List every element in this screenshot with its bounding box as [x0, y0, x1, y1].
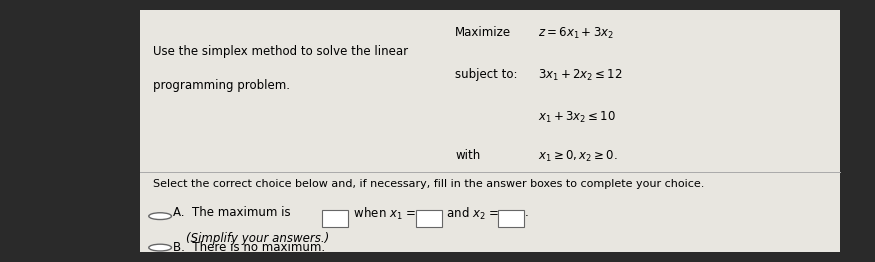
Text: (Simplify your answers.): (Simplify your answers.)	[186, 232, 330, 245]
Text: when $x_1$ =: when $x_1$ =	[350, 206, 416, 222]
Text: .: .	[525, 206, 528, 219]
Text: $z = 6x_1 + 3x_2$: $z = 6x_1 + 3x_2$	[538, 26, 614, 41]
Circle shape	[149, 213, 172, 220]
Text: $3x_1 + 2x_2 \leq 12$: $3x_1 + 2x_2 \leq 12$	[538, 68, 623, 83]
Text: $x_1 + 3x_2 \leq 10$: $x_1 + 3x_2 \leq 10$	[538, 110, 616, 125]
Text: and $x_2$ =: and $x_2$ =	[443, 206, 500, 222]
Text: Select the correct choice below and, if necessary, fill in the answer boxes to c: Select the correct choice below and, if …	[153, 179, 704, 189]
FancyBboxPatch shape	[140, 10, 840, 252]
Text: A.  The maximum is: A. The maximum is	[173, 206, 290, 219]
Text: programming problem.: programming problem.	[153, 79, 290, 92]
FancyBboxPatch shape	[322, 210, 348, 227]
Text: Use the simplex method to solve the linear: Use the simplex method to solve the line…	[153, 45, 409, 58]
Text: B.  There is no maximum.: B. There is no maximum.	[173, 241, 326, 254]
Circle shape	[149, 244, 172, 251]
Text: with: with	[455, 149, 480, 162]
Text: $x_1 \geq 0, x_2 \geq 0.$: $x_1 \geq 0, x_2 \geq 0.$	[538, 149, 618, 165]
Text: subject to:: subject to:	[455, 68, 517, 81]
FancyBboxPatch shape	[498, 210, 524, 227]
Text: Maximize: Maximize	[455, 26, 511, 39]
FancyBboxPatch shape	[416, 210, 442, 227]
